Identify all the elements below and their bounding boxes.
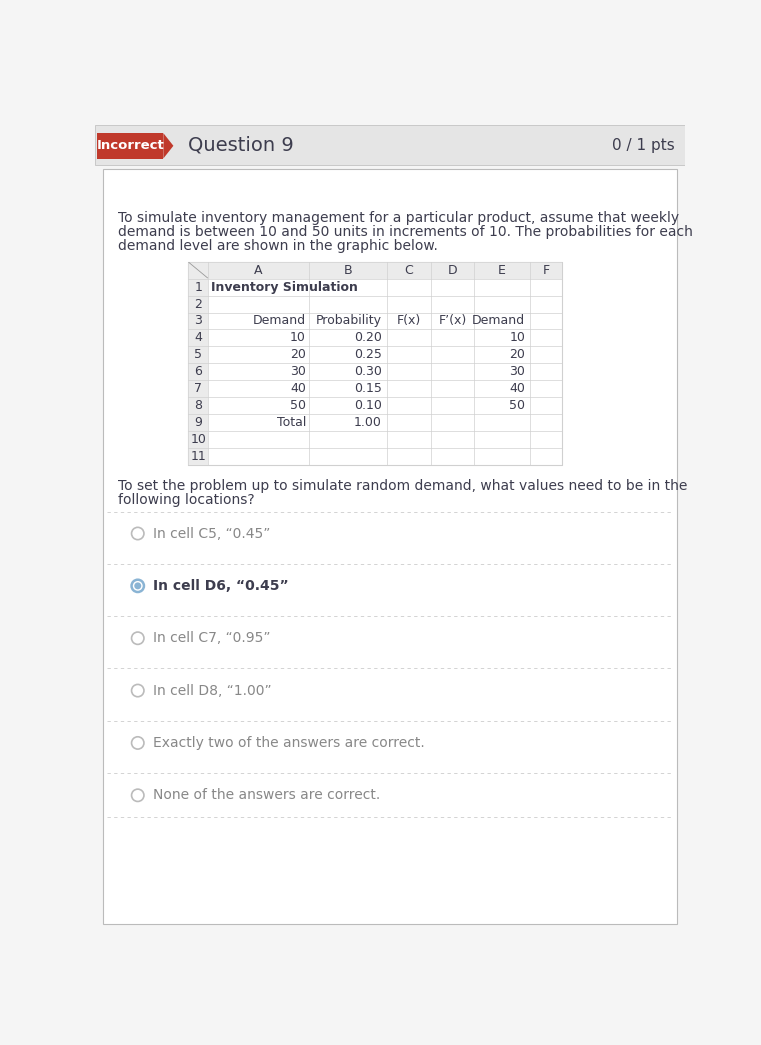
Text: 3: 3	[194, 315, 202, 327]
Text: B: B	[343, 263, 352, 277]
FancyBboxPatch shape	[188, 279, 209, 296]
Text: 6: 6	[194, 366, 202, 378]
Text: 0.25: 0.25	[354, 348, 382, 362]
Text: 10: 10	[509, 331, 525, 345]
FancyBboxPatch shape	[188, 364, 209, 380]
FancyBboxPatch shape	[188, 414, 209, 432]
Text: In cell C7, “0.95”: In cell C7, “0.95”	[153, 631, 271, 645]
Text: 0.30: 0.30	[354, 366, 382, 378]
FancyBboxPatch shape	[103, 168, 677, 924]
Text: Total: Total	[276, 416, 306, 429]
FancyBboxPatch shape	[188, 312, 209, 329]
Text: 50: 50	[509, 399, 525, 412]
Text: 40: 40	[509, 382, 525, 395]
Text: In cell D8, “1.00”: In cell D8, “1.00”	[153, 683, 272, 698]
Text: 1.00: 1.00	[354, 416, 382, 429]
Text: 30: 30	[509, 366, 525, 378]
FancyBboxPatch shape	[188, 329, 209, 346]
Text: Demand: Demand	[472, 315, 525, 327]
Text: Question 9: Question 9	[188, 136, 294, 155]
Circle shape	[134, 582, 142, 589]
Text: 30: 30	[290, 366, 306, 378]
Text: E: E	[498, 263, 506, 277]
FancyBboxPatch shape	[188, 448, 209, 465]
Text: To simulate inventory management for a particular product, assume that weekly: To simulate inventory management for a p…	[119, 211, 680, 225]
Text: 10: 10	[190, 433, 206, 446]
Text: Incorrect: Incorrect	[97, 139, 164, 153]
Text: In cell D6, “0.45”: In cell D6, “0.45”	[153, 579, 289, 593]
Text: Inventory Simulation: Inventory Simulation	[212, 281, 358, 294]
Text: A: A	[254, 263, 263, 277]
Text: 8: 8	[194, 399, 202, 412]
Text: 20: 20	[509, 348, 525, 362]
Text: following locations?: following locations?	[119, 492, 255, 507]
FancyBboxPatch shape	[188, 397, 209, 414]
Circle shape	[132, 684, 144, 697]
Text: 20: 20	[290, 348, 306, 362]
Text: 7: 7	[194, 382, 202, 395]
Text: 0.15: 0.15	[354, 382, 382, 395]
Text: F’(x): F’(x)	[438, 315, 467, 327]
FancyBboxPatch shape	[188, 261, 562, 279]
Text: In cell C5, “0.45”: In cell C5, “0.45”	[153, 527, 271, 540]
FancyBboxPatch shape	[188, 432, 209, 448]
Text: 50: 50	[290, 399, 306, 412]
Text: None of the answers are correct.: None of the answers are correct.	[153, 788, 380, 803]
Text: Probability: Probability	[316, 315, 382, 327]
Text: To set the problem up to simulate random demand, what values need to be in the: To set the problem up to simulate random…	[119, 479, 688, 493]
Circle shape	[132, 528, 144, 539]
Text: demand level are shown in the graphic below.: demand level are shown in the graphic be…	[119, 238, 438, 253]
FancyBboxPatch shape	[188, 296, 209, 312]
Text: 40: 40	[290, 382, 306, 395]
Text: 2: 2	[194, 298, 202, 310]
FancyBboxPatch shape	[95, 125, 685, 165]
FancyBboxPatch shape	[97, 133, 164, 159]
Polygon shape	[164, 133, 174, 159]
Text: 10: 10	[290, 331, 306, 345]
Circle shape	[132, 632, 144, 645]
FancyBboxPatch shape	[188, 346, 209, 364]
Circle shape	[132, 789, 144, 802]
Text: 11: 11	[190, 450, 206, 463]
Text: 4: 4	[194, 331, 202, 345]
Text: demand is between 10 and 50 units in increments of 10. The probabilities for eac: demand is between 10 and 50 units in inc…	[119, 225, 693, 238]
Text: D: D	[448, 263, 457, 277]
Text: 0.20: 0.20	[354, 331, 382, 345]
Text: 9: 9	[194, 416, 202, 429]
Text: Exactly two of the answers are correct.: Exactly two of the answers are correct.	[153, 736, 425, 750]
Text: F: F	[543, 263, 549, 277]
FancyBboxPatch shape	[188, 261, 562, 465]
Circle shape	[132, 737, 144, 749]
FancyBboxPatch shape	[188, 380, 209, 397]
FancyBboxPatch shape	[188, 261, 209, 279]
Text: 1: 1	[194, 281, 202, 294]
Circle shape	[132, 580, 144, 593]
Text: F(x): F(x)	[397, 315, 421, 327]
Text: C: C	[405, 263, 413, 277]
Text: 0.10: 0.10	[354, 399, 382, 412]
Text: Demand: Demand	[253, 315, 306, 327]
Text: 5: 5	[194, 348, 202, 362]
Text: 0 / 1 pts: 0 / 1 pts	[612, 138, 675, 153]
